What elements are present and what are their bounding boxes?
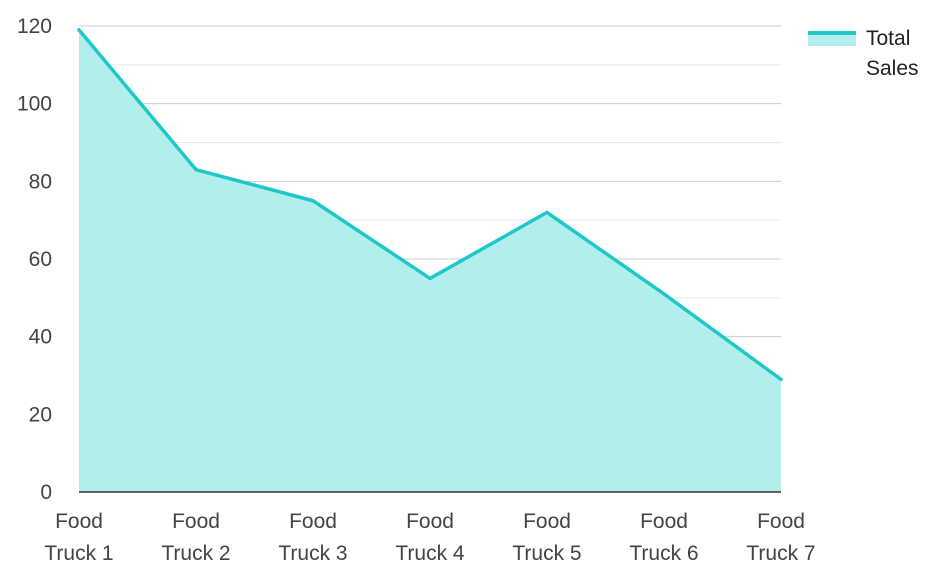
y-tick-label: 20 xyxy=(29,403,52,426)
legend-label-total-sales: Total Sales xyxy=(866,27,919,80)
x-tick-label: Food Truck 1 xyxy=(44,510,113,564)
x-tick-label: Food Truck 6 xyxy=(629,510,698,564)
y-tick-label: 0 xyxy=(40,481,52,504)
y-tick-label: 120 xyxy=(17,15,52,38)
y-tick-label: 100 xyxy=(17,93,52,116)
x-tick-label: Food Truck 5 xyxy=(512,510,581,564)
y-tick-label: 80 xyxy=(29,170,52,193)
y-axis: 0 20 40 60 80 100 120 xyxy=(17,15,52,504)
x-tick-label: Food Truck 4 xyxy=(395,510,465,564)
series-area xyxy=(79,29,781,493)
x-tick-label: Food Truck 3 xyxy=(278,510,347,564)
legend: Total Sales xyxy=(808,24,925,84)
x-tick-label: Food Truck 2 xyxy=(161,510,230,564)
series-layer xyxy=(77,28,783,493)
y-tick-label: 40 xyxy=(29,326,52,349)
y-tick-label: 60 xyxy=(29,248,52,271)
x-axis: Food Truck 1 Food Truck 2 Food Truck 3 Food Tru… xyxy=(44,491,816,564)
x-tick-label: Food Truck 7 xyxy=(746,510,815,564)
legend-swatch xyxy=(808,31,856,47)
